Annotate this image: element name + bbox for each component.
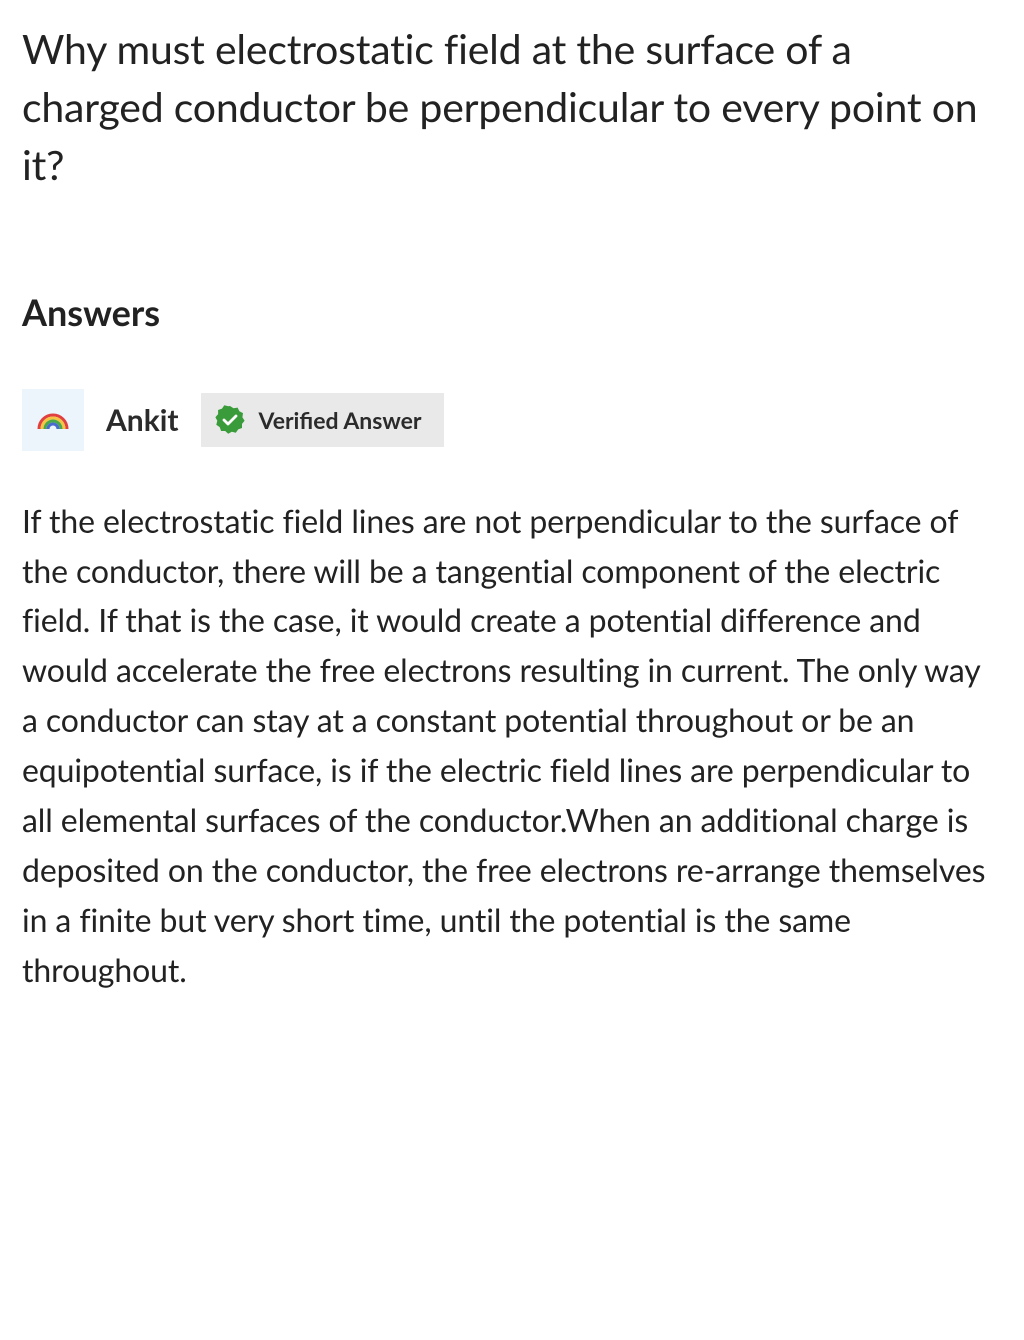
rainbow-icon (37, 411, 69, 429)
author-name[interactable]: Ankit (106, 402, 179, 438)
question-text: Why must electrostatic field at the surf… (22, 20, 1002, 195)
answer-body: If the electrostatic field lines are not… (22, 496, 1002, 995)
verified-seal-icon (215, 405, 245, 435)
verified-badge: Verified Answer (201, 393, 444, 447)
answer-header: Ankit Verified Answer (22, 389, 1002, 451)
answers-heading: Answers (22, 290, 1002, 334)
verified-label: Verified Answer (259, 406, 422, 434)
author-avatar[interactable] (22, 389, 84, 451)
